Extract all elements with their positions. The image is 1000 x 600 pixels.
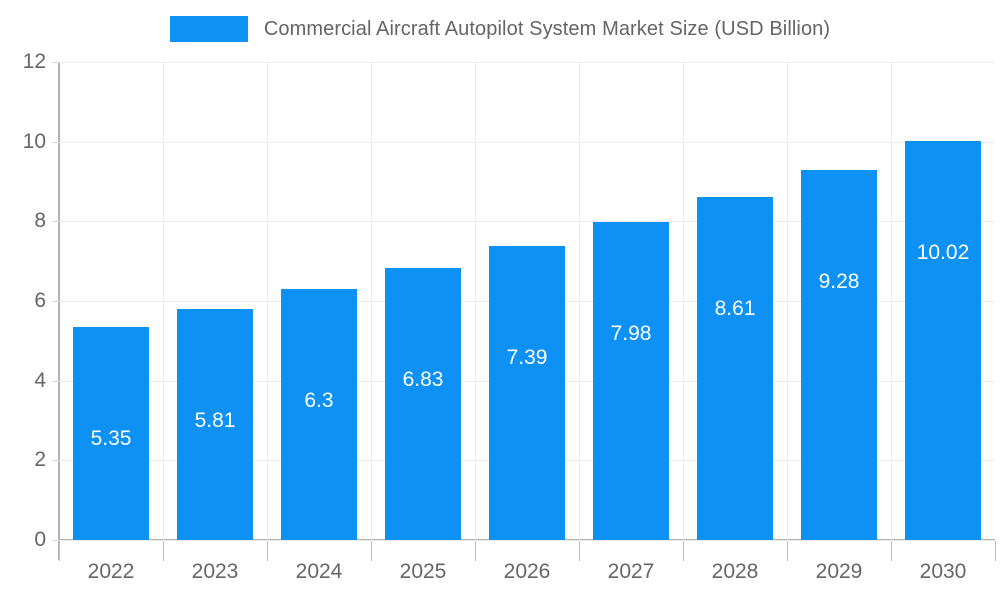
y-axis-line xyxy=(58,62,60,560)
y-axis-tick-label: 12 xyxy=(22,50,46,73)
x-axis-tick xyxy=(683,541,684,561)
x-axis-tick-label: 2026 xyxy=(503,560,551,583)
y-gridline xyxy=(59,540,995,541)
bar[interactable] xyxy=(385,268,461,540)
y-gridline xyxy=(59,221,995,222)
y-axis-tick-label: 0 xyxy=(34,528,46,551)
x-axis-tick-label: 2029 xyxy=(815,560,863,583)
x-axis-tick-label: 2028 xyxy=(711,560,759,583)
bar-value-label: 5.81 xyxy=(194,409,236,432)
x-gridline xyxy=(579,62,580,540)
x-axis-tick-label: 2024 xyxy=(295,560,343,583)
bar-value-label: 5.35 xyxy=(90,427,132,450)
bar-value-label: 9.28 xyxy=(818,270,860,293)
bar[interactable] xyxy=(489,246,565,540)
bar[interactable] xyxy=(281,289,357,540)
x-axis-tick xyxy=(59,541,60,561)
y-axis-tick-label: 4 xyxy=(34,369,46,392)
legend-color-swatch xyxy=(169,16,248,42)
x-axis-tick xyxy=(787,541,788,561)
y-axis-tick xyxy=(52,460,60,461)
bar-value-label: 7.39 xyxy=(506,346,548,369)
bar-value-label: 6.83 xyxy=(402,368,444,391)
x-axis-tick-label: 2025 xyxy=(399,560,447,583)
x-gridline xyxy=(787,62,788,540)
bar[interactable] xyxy=(593,222,669,540)
y-axis-tick xyxy=(52,301,60,302)
y-axis-tick xyxy=(52,540,60,541)
y-gridline xyxy=(59,62,995,63)
y-axis-tick-label: 8 xyxy=(34,209,46,232)
x-axis-tick-label: 2022 xyxy=(87,560,135,583)
y-axis-tick xyxy=(52,381,60,382)
x-axis-tick-label: 2027 xyxy=(607,560,655,583)
bar-value-label: 7.98 xyxy=(610,322,652,345)
bar[interactable] xyxy=(697,197,773,540)
bar-value-label: 6.3 xyxy=(304,389,334,412)
y-axis-tick-label: 10 xyxy=(22,130,46,153)
bar-value-label: 8.61 xyxy=(714,297,756,320)
bar[interactable] xyxy=(73,327,149,540)
legend-label: Commercial Aircraft Autopilot System Mar… xyxy=(263,17,831,40)
x-gridline xyxy=(163,62,164,540)
legend-item[interactable]: Commercial Aircraft Autopilot System Mar… xyxy=(169,16,831,42)
x-gridline xyxy=(475,62,476,540)
x-axis-tick xyxy=(163,541,164,561)
x-axis-tick xyxy=(995,541,996,561)
x-gridline xyxy=(267,62,268,540)
bar[interactable] xyxy=(905,141,981,540)
y-gridline xyxy=(59,142,995,143)
x-gridline xyxy=(891,62,892,540)
bar[interactable] xyxy=(801,170,877,540)
x-axis-tick xyxy=(371,541,372,561)
x-gridline xyxy=(683,62,684,540)
bar-value-label: 10.02 xyxy=(916,241,970,264)
x-axis-tick xyxy=(267,541,268,561)
bar[interactable] xyxy=(177,309,253,540)
y-axis-tick xyxy=(52,142,60,143)
y-axis-tick-label: 2 xyxy=(34,448,46,471)
x-axis-tick-label: 2023 xyxy=(191,560,239,583)
x-axis-tick xyxy=(579,541,580,561)
x-gridline xyxy=(371,62,372,540)
x-axis-tick xyxy=(891,541,892,561)
y-axis-tick xyxy=(52,62,60,63)
x-axis-tick-label: 2030 xyxy=(919,560,967,583)
y-axis-tick xyxy=(52,221,60,222)
chart-legend: Commercial Aircraft Autopilot System Mar… xyxy=(0,0,1000,58)
y-axis-tick-label: 6 xyxy=(34,289,46,312)
x-axis-tick xyxy=(475,541,476,561)
